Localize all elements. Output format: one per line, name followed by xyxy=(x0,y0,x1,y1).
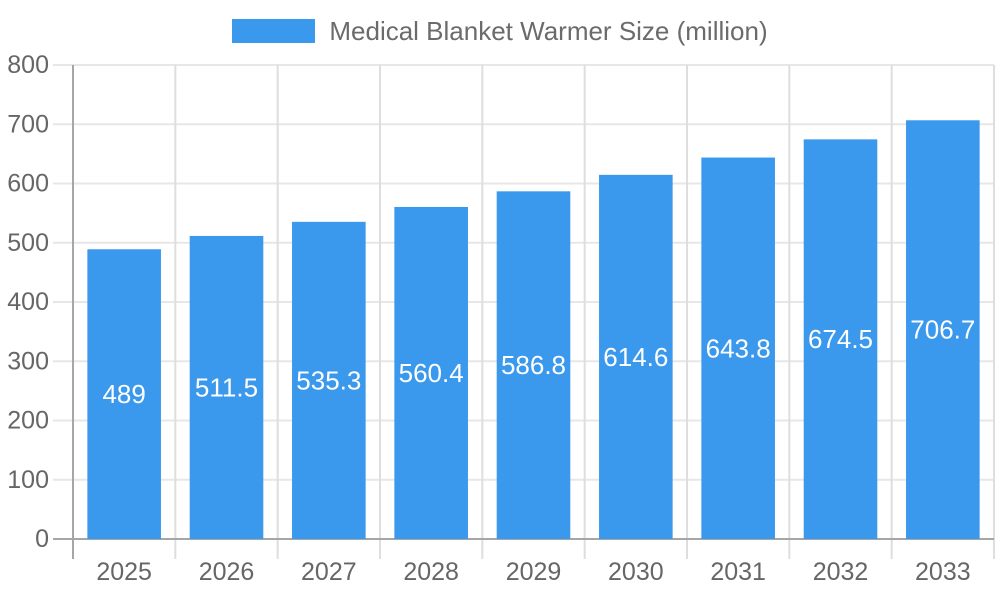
y-tick-label: 200 xyxy=(7,407,49,435)
bar-value-label: 674.5 xyxy=(808,324,873,354)
bar-value-label: 511.5 xyxy=(195,372,258,402)
bar xyxy=(189,235,264,539)
bar xyxy=(906,120,980,540)
x-tick-label: 2027 xyxy=(301,558,357,586)
bar-value-label: 706.7 xyxy=(910,315,975,345)
bar xyxy=(803,139,878,539)
x-tick-label: 2030 xyxy=(608,558,664,586)
x-tick-label: 2025 xyxy=(96,558,152,586)
bar-value-label: 643.8 xyxy=(706,333,771,363)
legend-swatch xyxy=(232,19,316,43)
y-tick-label: 400 xyxy=(7,288,49,316)
y-tick-label: 800 xyxy=(7,51,49,79)
chart-legend[interactable]: Medical Blanket Warmer Size (million) xyxy=(0,17,1000,45)
bar xyxy=(496,191,571,540)
x-tick-label: 2029 xyxy=(506,558,562,586)
x-tick-label: 2026 xyxy=(199,558,255,586)
y-tick-label: 700 xyxy=(7,110,49,138)
y-tick-label: 500 xyxy=(7,229,49,257)
y-tick-label: 100 xyxy=(7,466,49,494)
bar-value-label: 614.6 xyxy=(603,342,668,372)
bar xyxy=(701,157,775,539)
x-tick-label: 2032 xyxy=(813,558,869,586)
bar-value-label: 535.3 xyxy=(296,365,361,395)
bar-value-label: 560.4 xyxy=(399,358,464,388)
bar xyxy=(599,174,673,540)
x-tick-label: 2028 xyxy=(403,558,459,586)
bar xyxy=(87,249,161,539)
bar xyxy=(394,206,468,539)
y-tick-label: 300 xyxy=(7,347,49,375)
bar-value-label: 489 xyxy=(102,379,145,409)
y-tick-label: 0 xyxy=(35,525,49,553)
legend-label: Medical Blanket Warmer Size (million) xyxy=(329,16,768,46)
bar-value-label: 586.8 xyxy=(501,350,566,380)
y-tick-label: 600 xyxy=(7,170,49,198)
x-tick-label: 2031 xyxy=(710,558,766,586)
x-tick-label: 2033 xyxy=(915,558,971,586)
bar xyxy=(292,221,366,539)
